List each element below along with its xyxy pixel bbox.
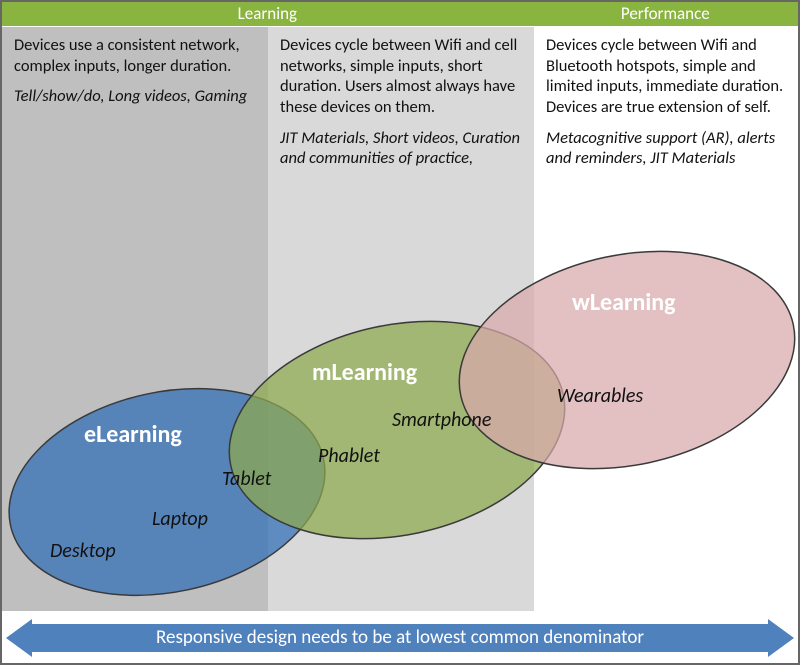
diagram-frame: Learning Performance Devices use a consi…: [0, 0, 800, 665]
banner-text: Responsive design needs to be at lowest …: [32, 624, 768, 652]
column-wlearning: Devices cycle between Wifi and Bluetooth…: [534, 27, 798, 611]
column-mlearning: Devices cycle between Wifi and cell netw…: [268, 27, 534, 611]
col2-desc: Devices cycle between Wifi and cell netw…: [280, 35, 522, 118]
header-bar: Learning Performance: [2, 2, 798, 26]
col3-desc: Devices cycle between Wifi and Bluetooth…: [546, 35, 786, 118]
col1-desc: Devices use a consistent network, comple…: [14, 35, 256, 76]
header-learning-label: Learning: [2, 2, 533, 26]
footer-banner: Responsive design needs to be at lowest …: [6, 619, 794, 657]
col3-examples: Metacognitive support (AR), alerts and r…: [546, 128, 786, 169]
col2-examples: JIT Materials, Short videos, Curation an…: [280, 128, 522, 169]
col1-examples: Tell/show/do, Long videos, Gaming: [14, 86, 256, 107]
arrow-left-icon: [6, 619, 32, 657]
arrow-right-icon: [768, 619, 794, 657]
header-performance-label: Performance: [533, 2, 798, 26]
column-elearning: Devices use a consistent network, comple…: [2, 27, 268, 611]
columns: Devices use a consistent network, comple…: [2, 26, 798, 611]
